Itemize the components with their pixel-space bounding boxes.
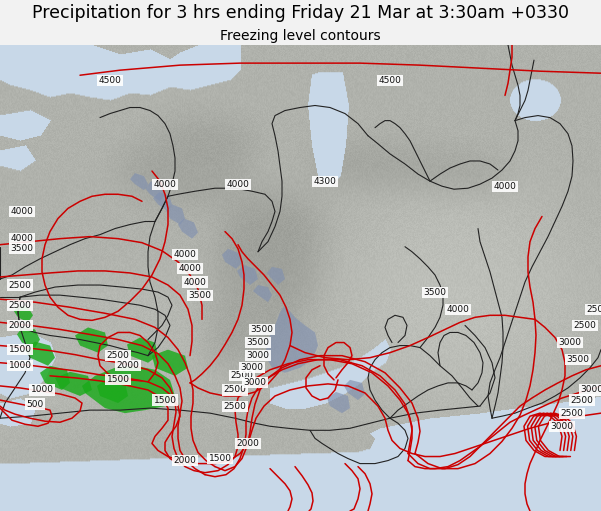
Text: 3500: 3500 (10, 244, 34, 253)
Polygon shape (153, 192, 172, 212)
Text: 2000: 2000 (237, 439, 260, 448)
Polygon shape (55, 372, 92, 396)
Text: 2500: 2500 (561, 409, 584, 417)
Text: 4000: 4000 (183, 277, 206, 287)
Text: 3000: 3000 (246, 351, 269, 360)
Text: Precipitation for 3 hrs ending Friday 21 Mar at 3:30am +0330: Precipitation for 3 hrs ending Friday 21… (32, 5, 569, 22)
Polygon shape (130, 173, 148, 190)
Text: 2500: 2500 (587, 305, 601, 314)
Polygon shape (127, 337, 158, 363)
Polygon shape (82, 366, 175, 413)
Polygon shape (267, 267, 285, 285)
Text: 3000: 3000 (240, 363, 263, 372)
Text: 4000: 4000 (11, 207, 34, 216)
Text: 2500: 2500 (224, 385, 246, 394)
Polygon shape (178, 219, 198, 239)
Text: 3500: 3500 (246, 338, 269, 347)
Polygon shape (25, 341, 55, 366)
Text: 3000: 3000 (581, 385, 601, 394)
Text: 4000: 4000 (174, 250, 197, 259)
Text: 2500: 2500 (570, 396, 593, 405)
Text: 3000: 3000 (558, 338, 582, 347)
Text: 4000: 4000 (493, 182, 516, 191)
Text: 4000: 4000 (227, 180, 249, 189)
Text: Freezing level contours: Freezing level contours (220, 29, 381, 43)
Text: 4500: 4500 (379, 76, 401, 85)
Text: 2000: 2000 (174, 456, 197, 465)
Text: 2000: 2000 (8, 321, 31, 330)
Text: 3500: 3500 (251, 325, 273, 334)
Polygon shape (40, 366, 70, 390)
Polygon shape (152, 350, 188, 376)
Text: 1500: 1500 (153, 396, 177, 405)
Text: 4500: 4500 (99, 76, 121, 85)
Text: 4000: 4000 (447, 305, 469, 314)
Polygon shape (17, 328, 40, 347)
Text: 4000: 4000 (154, 180, 177, 189)
Polygon shape (265, 305, 318, 373)
Text: 3500: 3500 (424, 288, 447, 296)
Text: 2500: 2500 (8, 281, 31, 290)
Text: 500: 500 (26, 400, 44, 409)
Polygon shape (14, 305, 33, 322)
Polygon shape (97, 378, 128, 403)
Text: 3000: 3000 (551, 422, 573, 431)
Text: 2500: 2500 (8, 300, 31, 310)
Text: 4000: 4000 (11, 234, 34, 243)
Text: 4000: 4000 (178, 264, 201, 273)
Polygon shape (253, 285, 272, 302)
Text: 2500: 2500 (224, 402, 246, 411)
Text: 1000: 1000 (31, 385, 53, 394)
Text: 1500: 1500 (106, 376, 129, 384)
Text: 3500: 3500 (189, 291, 212, 299)
Polygon shape (327, 392, 350, 413)
Text: 3500: 3500 (567, 355, 590, 364)
Polygon shape (222, 249, 242, 269)
Text: 1500: 1500 (209, 454, 231, 463)
Text: 3000: 3000 (243, 378, 266, 387)
Text: 2500: 2500 (573, 321, 596, 330)
Text: 4300: 4300 (314, 177, 337, 185)
Text: 1000: 1000 (8, 361, 31, 370)
Polygon shape (166, 204, 185, 224)
Text: 1500: 1500 (8, 345, 31, 354)
Polygon shape (145, 181, 165, 201)
Polygon shape (237, 265, 258, 285)
Polygon shape (75, 328, 108, 353)
Text: 2500: 2500 (106, 351, 129, 360)
Polygon shape (344, 380, 365, 400)
Text: 2500: 2500 (231, 371, 254, 380)
Text: 2000: 2000 (117, 361, 139, 370)
